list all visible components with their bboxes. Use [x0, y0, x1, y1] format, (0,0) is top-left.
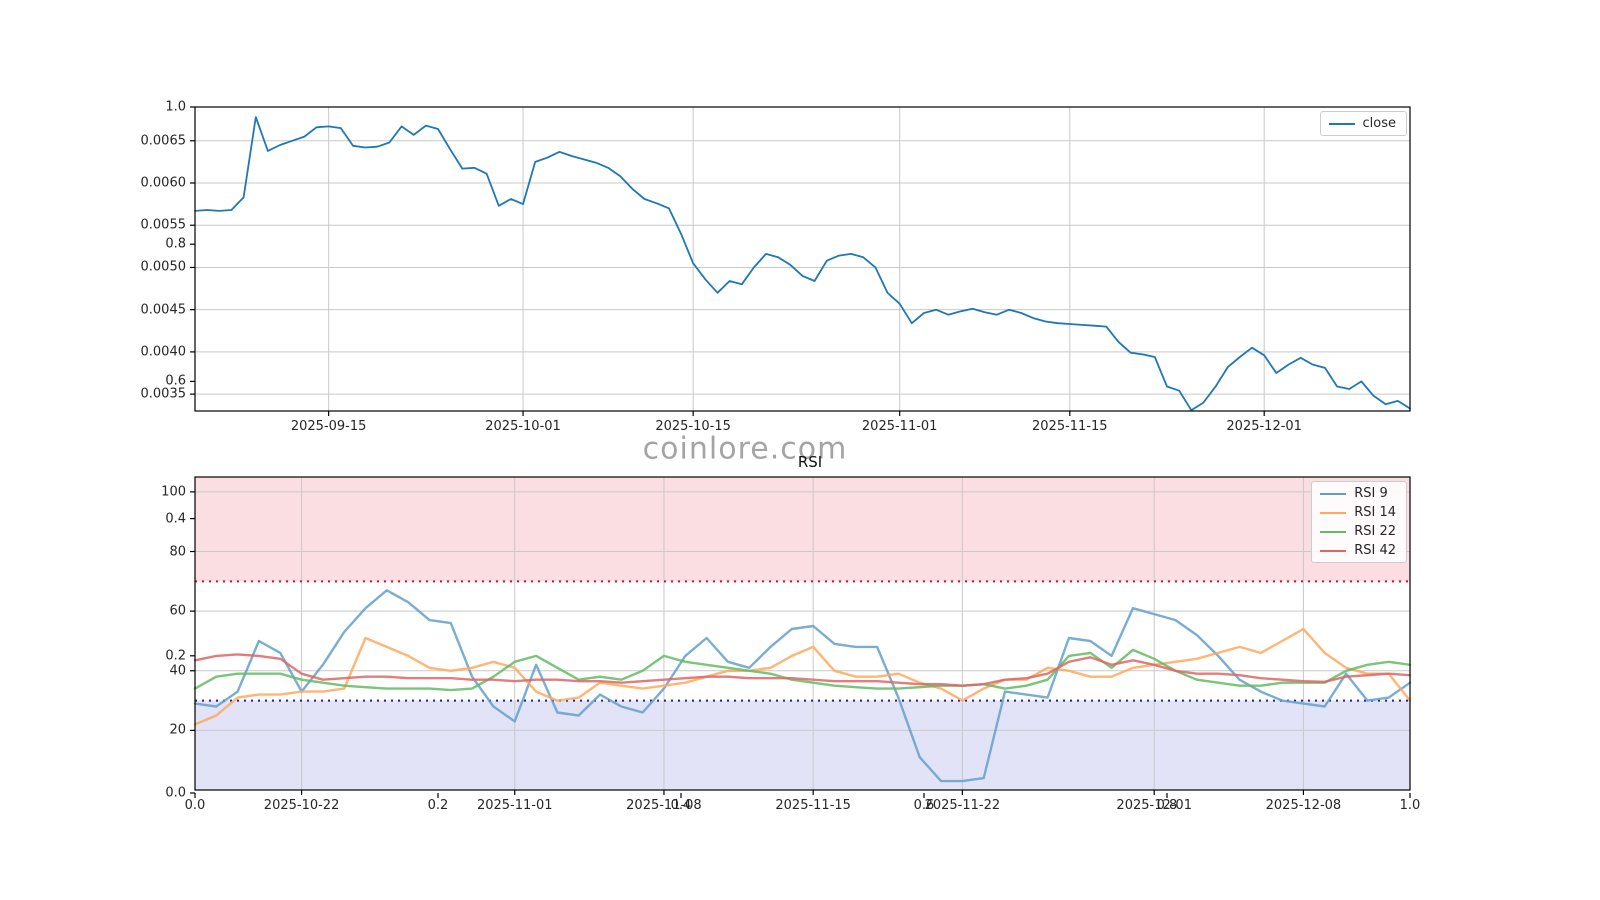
rsi-y-tick-label: 40 [169, 663, 186, 679]
legend-entry: RSI 14 [1320, 505, 1396, 520]
price-y-tick-label: 0.0050 [140, 259, 187, 275]
price-x-tick-label: 2025-09-15 [290, 419, 367, 434]
overlay-y-tick-label: 0.2 [165, 648, 186, 664]
legend-entry: RSI 22 [1320, 524, 1396, 539]
price-y-tick-label: 0.0055 [140, 217, 187, 233]
price-y-tick-label: 0.0035 [140, 386, 187, 402]
rsi-x-tick-label: 2025-12-08 [1265, 798, 1342, 813]
rsi-series-rsi-22 [193, 648, 1412, 692]
legend-entry: RSI 9 [1320, 486, 1396, 501]
overlay-y-tick-label: 0.8 [165, 236, 186, 252]
price-x-tick-label: 2025-10-01 [485, 419, 561, 434]
overlay-x-tick-label: 1.0 [1399, 798, 1421, 813]
legend-label: close [1362, 116, 1396, 131]
legend-label: RSI 22 [1354, 524, 1396, 539]
rsi-series-rsi-9 [193, 589, 1412, 783]
overlay-x-tick-label: 0.4 [670, 798, 692, 813]
overlay-x-tick-label: 0.0 [184, 798, 206, 813]
legend-line-swatch [1320, 530, 1347, 533]
rsi-oversold-band [195, 700, 1410, 790]
price-y-tick-label: 0.0040 [140, 344, 187, 360]
price-x-tick-label: 2025-10-15 [655, 419, 731, 434]
rsi-x-tick-label: 2025-11-22 [924, 798, 1001, 813]
rsi-y-tick-label: 80 [169, 544, 186, 560]
legend-line-swatch [1320, 511, 1347, 514]
rsi-x-tick-label: 2025-10-22 [263, 798, 340, 813]
legend-line-swatch [1320, 549, 1347, 552]
rsi-series-rsi-42 [193, 653, 1412, 687]
legend-entry: RSI 42 [1320, 543, 1396, 558]
rsi-x-tick-label: 2025-11-15 [775, 798, 851, 813]
rsi-series-rsi-14 [193, 627, 1412, 726]
rsi-x-tick-label: 2025-12-01 [1116, 798, 1192, 813]
legend-line-swatch [1320, 492, 1347, 495]
legend-entry: close [1328, 116, 1396, 131]
overlay-x-tick-label: 0.2 [427, 798, 449, 813]
overlay-x-tick-label: 0.6 [913, 798, 935, 813]
legend-label: RSI 9 [1354, 486, 1388, 501]
price-y-tick-label: 0.0045 [140, 302, 187, 318]
price-y-tick-label: 0.0060 [140, 175, 187, 191]
rsi-y-tick-label: 100 [161, 484, 186, 500]
price-legend: close [1319, 111, 1407, 136]
overlay-y-tick-label: 0.6 [165, 373, 186, 389]
rsi-y-tick-label: 60 [169, 603, 186, 619]
rsi-overbought-band [195, 477, 1410, 582]
overlay-y-tick-label: 1.0 [165, 99, 186, 115]
price-series-close [194, 116, 1411, 412]
legend-line-swatch [1328, 122, 1355, 125]
price-x-tick-label: 2025-12-01 [1226, 419, 1302, 434]
rsi-panel-title: RSI [797, 453, 823, 471]
rsi-x-tick-label: 2025-11-08 [626, 798, 702, 813]
price-x-tick-label: 2025-11-15 [1032, 419, 1108, 434]
overlay-y-tick-label: 0.4 [165, 511, 186, 527]
watermark: coinlore.com [642, 431, 848, 467]
legend-label: RSI 14 [1354, 505, 1396, 520]
rsi-legend: RSI 9 RSI 14 RSI 22 RSI 42 [1311, 481, 1407, 563]
price-x-tick-label: 2025-11-01 [861, 419, 938, 434]
rsi-x-tick-label: 2025-11-01 [476, 798, 553, 813]
rsi-y-tick-label: 20 [169, 722, 186, 738]
legend-label: RSI 42 [1354, 543, 1396, 558]
price-y-tick-label: 0.0065 [140, 133, 187, 149]
overlay-y-tick-label: 0.0 [165, 785, 186, 801]
overlay-x-tick-label: 0.8 [1156, 798, 1178, 813]
